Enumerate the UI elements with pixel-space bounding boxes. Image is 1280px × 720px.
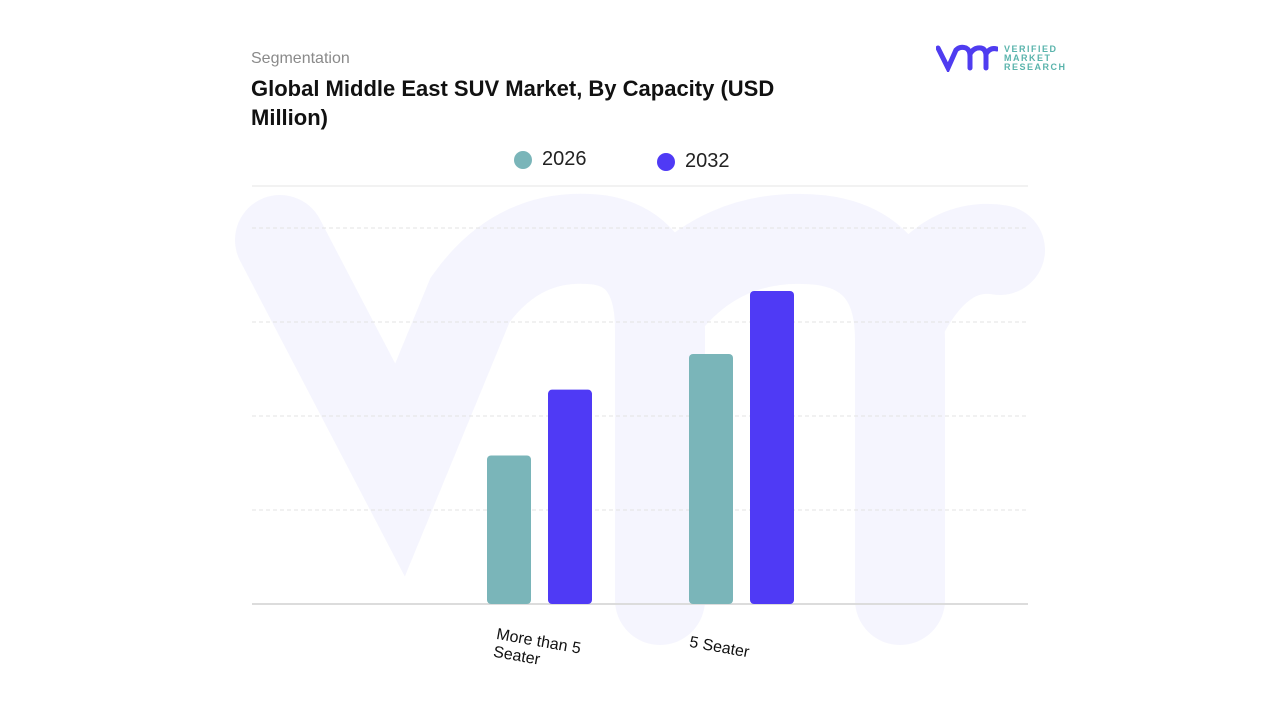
watermark [235, 193, 1045, 645]
legend-item-2026: 2026 [514, 148, 587, 171]
logo-line-2: MARKET [1004, 52, 1052, 63]
bar-2026-1 [689, 353, 733, 604]
chart-title: Global Middle East SUV Market, By Capaci… [251, 76, 775, 130]
legend-item-2032: 2032 [657, 150, 730, 173]
logo-line-1: VERIFIED [1004, 43, 1058, 54]
bar-2032-0 [548, 389, 592, 604]
bar-2032-1 [750, 290, 794, 604]
bar-2026-0 [487, 455, 531, 604]
legend-label: 2032 [685, 150, 730, 172]
logo-line-3: RESEARCH [1004, 61, 1067, 72]
legend-label: 2026 [542, 148, 587, 170]
legend-swatch [514, 150, 532, 169]
legend-swatch [657, 152, 675, 171]
logo: VERIFIED MARKET RESEARCH [936, 44, 1067, 72]
legend: 2026 2032 [0, 148, 1280, 178]
segment-label: Segmentation [251, 50, 350, 67]
vmr-logo-icon [936, 44, 998, 72]
